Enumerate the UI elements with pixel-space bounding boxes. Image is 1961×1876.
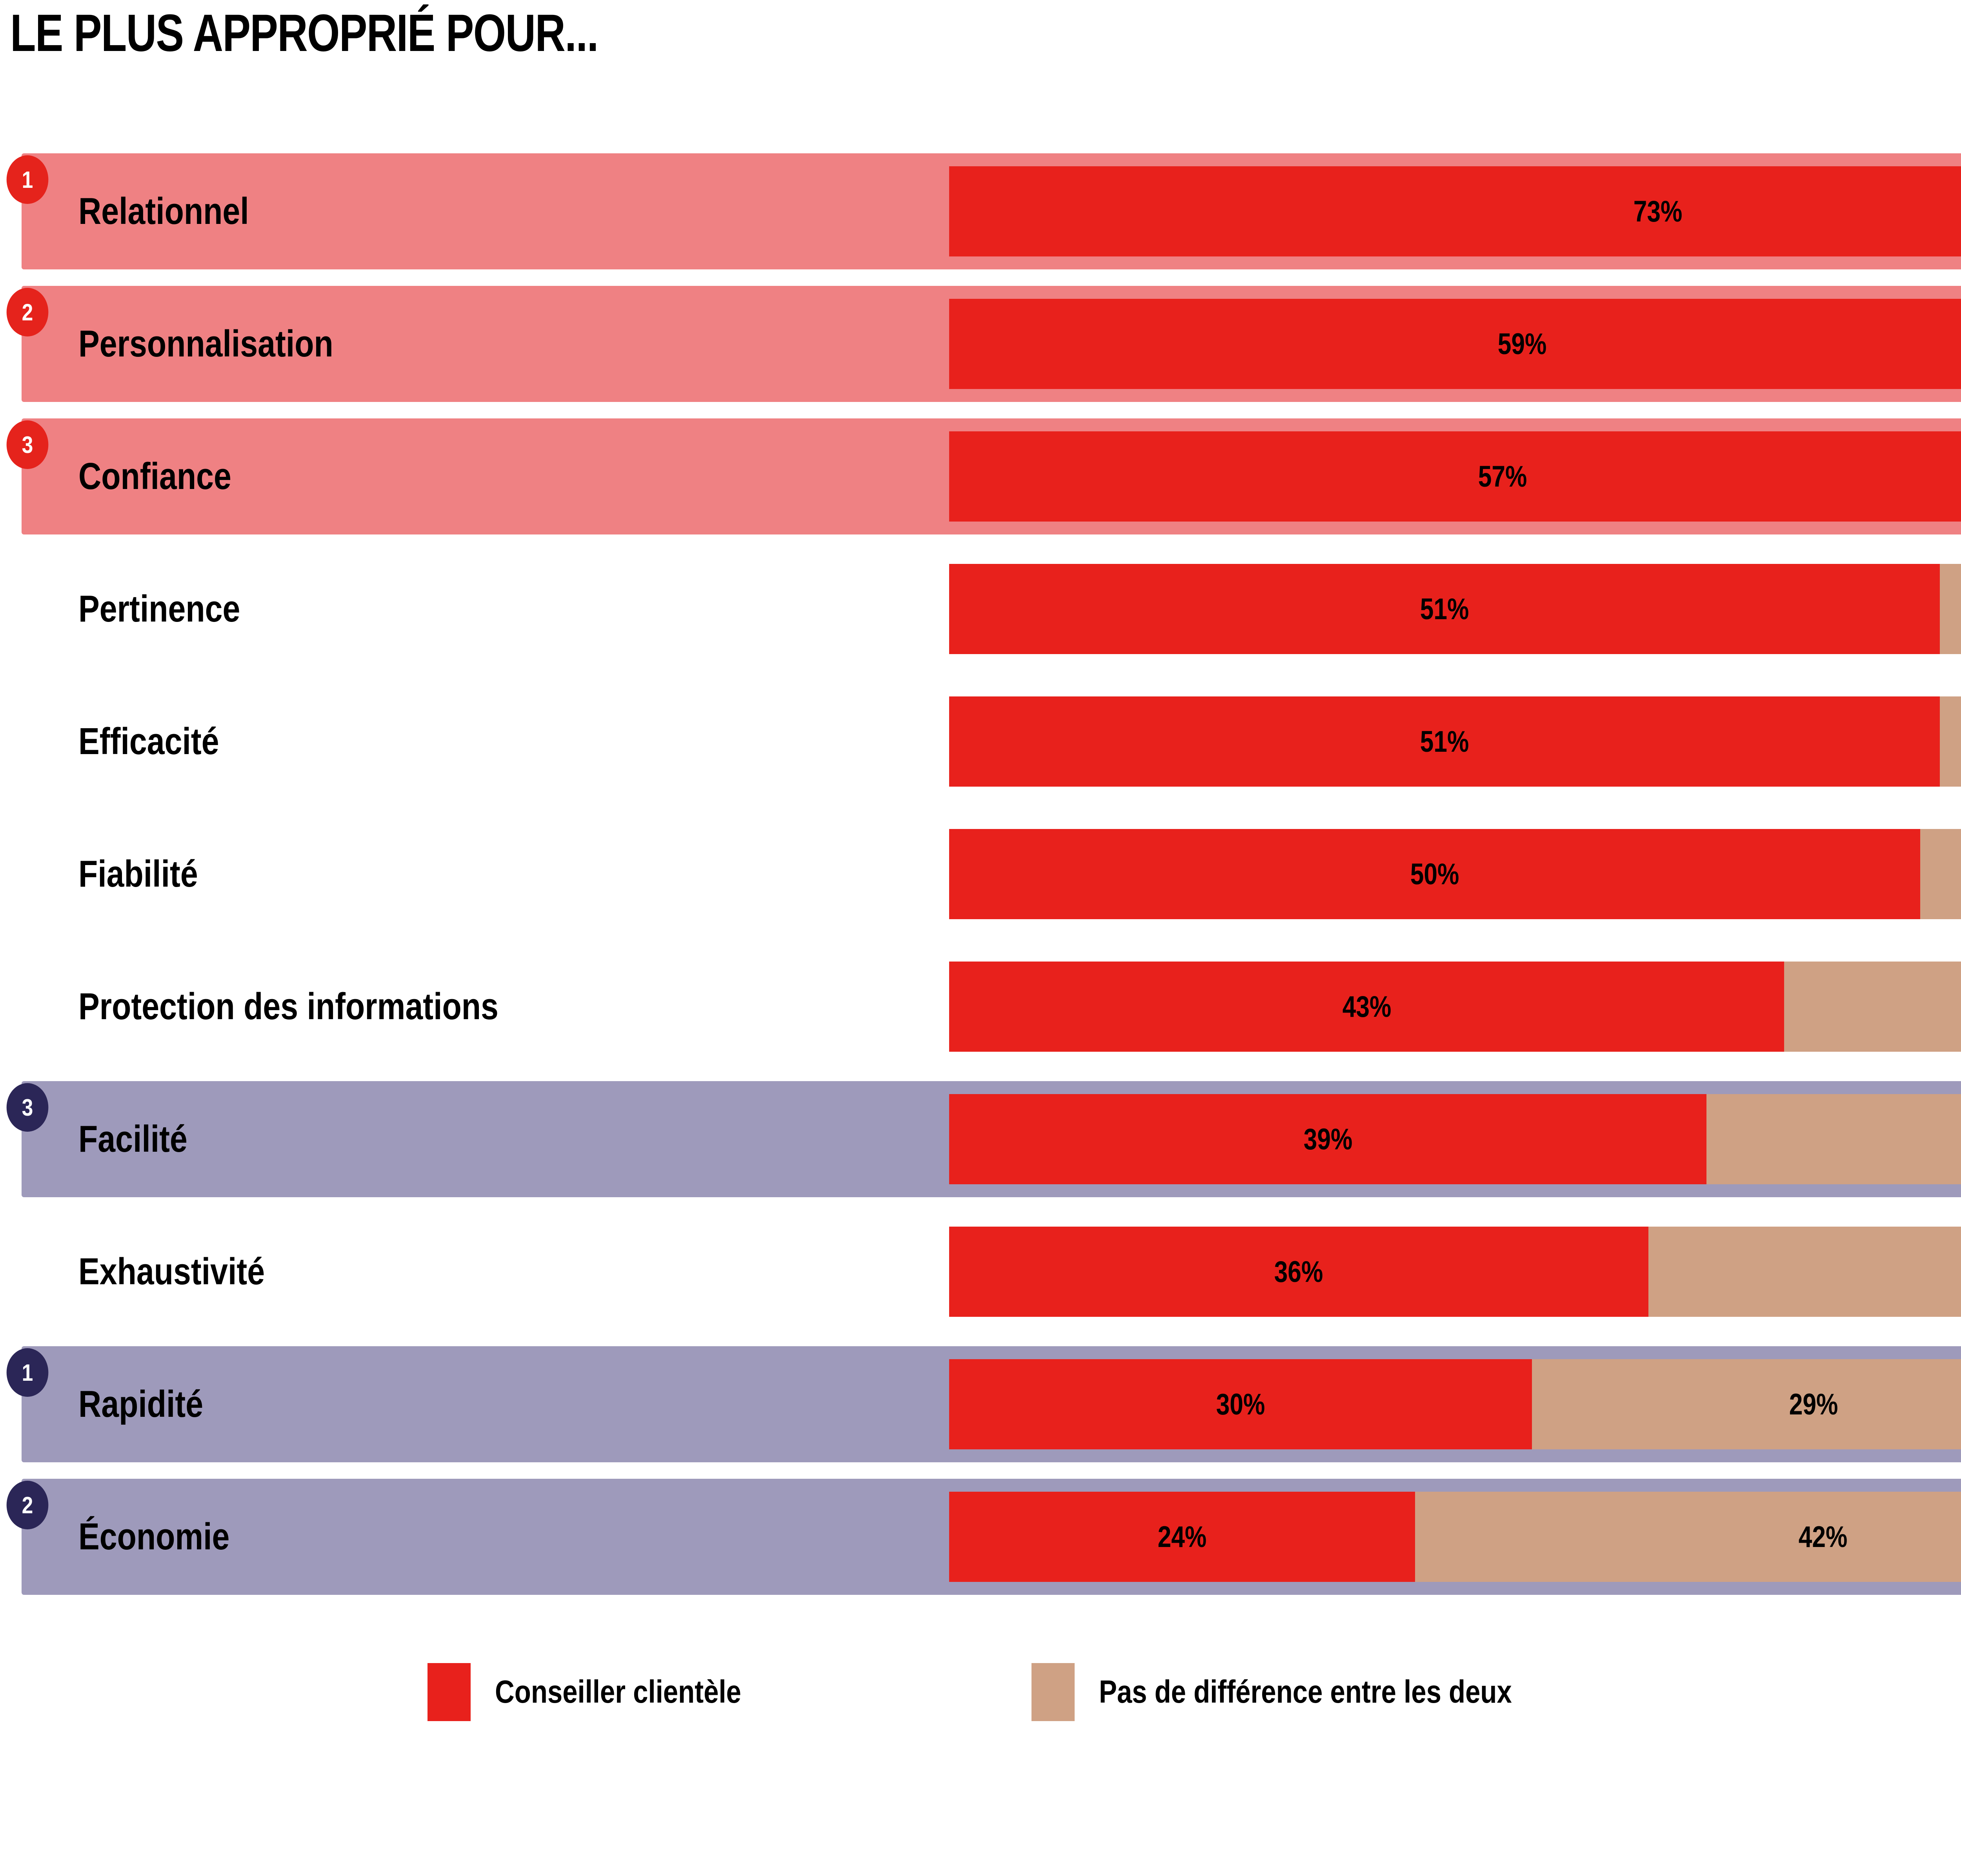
legend-label-pas-de-difference: Pas de différence entre les deux: [1099, 1674, 1512, 1710]
legend-item-conseiller: Conseiller clientèle: [427, 1653, 788, 1731]
rank-badge: 2: [6, 288, 49, 336]
category-label: Pertinence: [78, 588, 240, 630]
bar-segment-value: 30%: [1216, 1387, 1265, 1421]
bar-segment-no-difference: 36%: [1939, 564, 1961, 654]
rank-badge: 3: [6, 1083, 49, 1132]
category-label: Facilité: [78, 1118, 187, 1160]
bar-segment-no-difference: 32%: [1706, 1094, 1961, 1184]
stacked-bar: 39%32%29%: [949, 1094, 1961, 1184]
chart-row: 3 Confiance 57%38%5%: [0, 418, 1961, 534]
rank-badge: 1: [6, 1348, 49, 1397]
bar-segment-advisor: 51%: [949, 564, 1940, 654]
rank-badge: 2: [6, 1481, 49, 1529]
bar-segment-no-difference: 42%: [1415, 1492, 1961, 1582]
bar-segment-advisor: 50%: [949, 829, 1920, 919]
category-label: Efficacité: [78, 720, 219, 762]
bar-segment-value: 39%: [1303, 1122, 1352, 1156]
stacked-bar: 51%36%13%: [949, 564, 1961, 654]
rank-badge: 3: [6, 420, 49, 469]
legend-swatch-conseiller: [427, 1663, 471, 1721]
bar-segment-advisor: 36%: [949, 1227, 1648, 1317]
stacked-bar: 59%29%12%: [949, 299, 1961, 389]
stacked-bar: 24%42%34%: [949, 1492, 1961, 1582]
chart-row: 1 Relationnel 73%23%3%: [0, 153, 1961, 269]
bar-segment-advisor: 39%: [949, 1094, 1707, 1184]
category-label: Confiance: [78, 455, 231, 497]
chart-legend: Conseiller clientèle Pas de différence e…: [0, 1653, 1961, 1731]
stacked-bar: 51%37%12%: [949, 696, 1961, 787]
bar-segment-advisor: 73%: [949, 166, 1961, 256]
stacked-bar: 30%29%41%: [949, 1359, 1961, 1449]
category-label: Rapidité: [78, 1383, 204, 1425]
stacked-bar: 36%46%17%: [949, 1227, 1961, 1317]
bar-segment-value: 29%: [1789, 1387, 1838, 1421]
bar-segment-value: 50%: [1410, 857, 1459, 891]
bar-segment-advisor: 59%: [949, 299, 1961, 389]
category-label: Exhaustivité: [78, 1251, 265, 1292]
bar-segment-value: 36%: [1274, 1255, 1323, 1289]
bar-segment-no-difference: 37%: [1939, 696, 1961, 787]
stacked-bar: 57%38%5%: [949, 431, 1961, 522]
bar-segment-value: 57%: [1478, 460, 1527, 493]
rank-badge: 1: [6, 155, 49, 204]
bar-segment-value: 51%: [1420, 592, 1469, 626]
category-label: Relationnel: [78, 190, 249, 232]
legend-item-pas-de-difference: Pas de différence entre les deux: [1031, 1653, 1590, 1731]
category-label: Personnalisation: [78, 323, 333, 365]
bar-segment-no-difference: 46%: [1648, 1227, 1961, 1317]
stacked-bar: 43%49%8%: [949, 962, 1961, 1052]
bar-segment-value: 51%: [1420, 725, 1469, 758]
category-label: Économie: [78, 1516, 230, 1558]
stacked-bar: 50%40%10%: [949, 829, 1961, 919]
bar-segment-value: 24%: [1157, 1520, 1207, 1554]
bar-segment-advisor: 51%: [949, 696, 1940, 787]
bar-segment-advisor: 57%: [949, 431, 1961, 522]
page-title: LE PLUS APPROPRIÉ POUR...: [10, 4, 598, 62]
bar-segment-no-difference: 49%: [1784, 962, 1961, 1052]
bar-segment-advisor: 43%: [949, 962, 1785, 1052]
bar-rows-container: 1 Relationnel 73%23%3% 2 Personnalisation 59%…: [0, 153, 1961, 1624]
category-label: Fiabilité: [78, 853, 198, 895]
stacked-bar: 73%23%3%: [949, 166, 1961, 256]
bar-segment-advisor: 30%: [949, 1359, 1532, 1449]
legend-swatch-pas-de-difference: [1031, 1663, 1075, 1721]
chart-row: 2 Personnalisation 59%29%12%: [0, 286, 1961, 402]
bar-segment-value: 59%: [1497, 327, 1547, 361]
bar-segment-advisor: 24%: [949, 1492, 1415, 1582]
bar-segment-value: 73%: [1634, 195, 1683, 228]
bar-segment-value: 43%: [1342, 990, 1392, 1023]
legend-label-conseiller: Conseiller clientèle: [495, 1674, 741, 1710]
bar-segment-no-difference: 29%: [1532, 1359, 1961, 1449]
bar-segment-value: 42%: [1799, 1520, 1848, 1554]
bar-segment-no-difference: 40%: [1920, 829, 1961, 919]
category-label: Protection des informations: [78, 985, 498, 1027]
